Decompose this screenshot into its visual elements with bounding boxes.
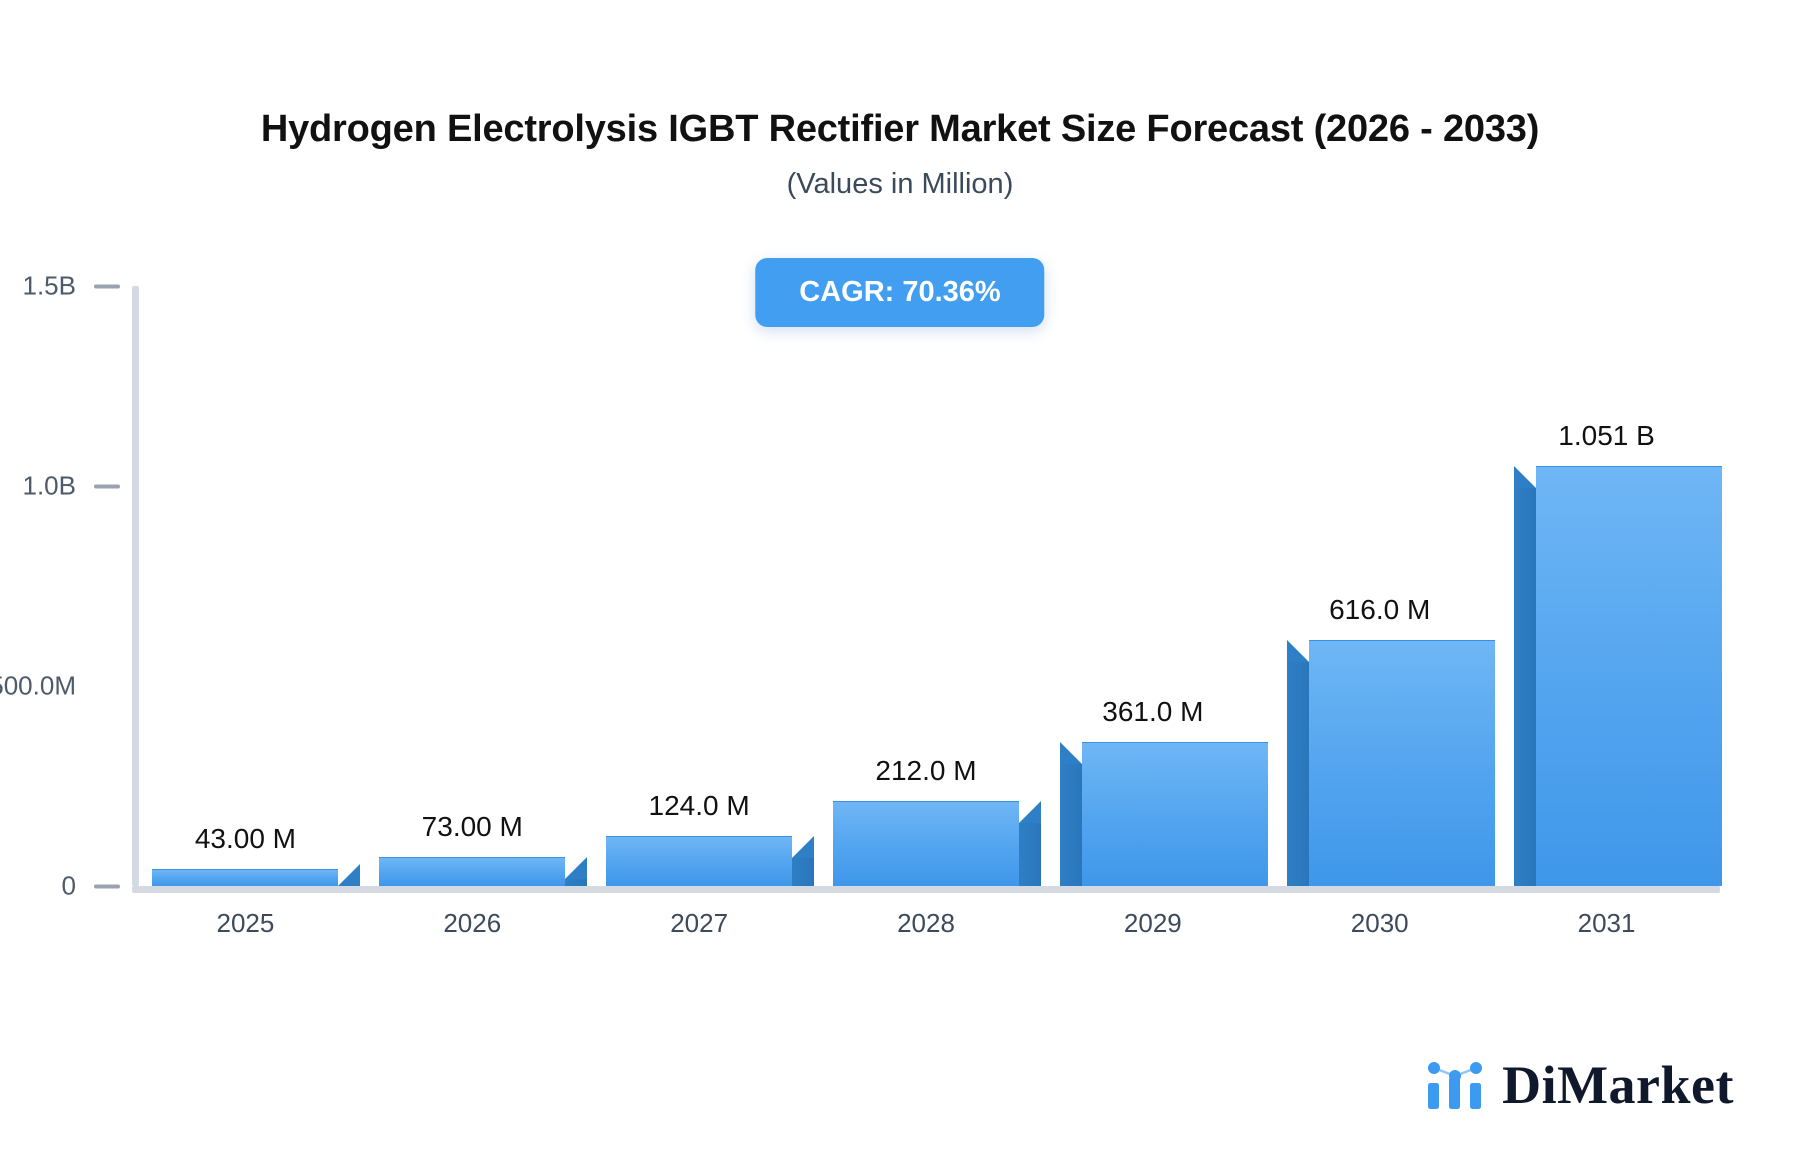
plot-area: 0 500.0M 1.0B 1.5B 43.00 M 73.00 M 124.0 M 212… [0,271,1722,938]
bar-column: 43.00 M [132,286,361,886]
bar-value-label: 43.00 M [194,822,296,854]
bar-chart-trend-icon [1428,1062,1483,1109]
bar-column: 124.0 M [586,286,815,886]
bar-face[interactable] [1308,639,1495,886]
bar-column: 212.0 M [813,286,1041,886]
bar-series: 43.00 M 73.00 M 124.0 M 212.0 M 361.0 M 616.0… [132,286,1722,886]
bar-value-label: 124.0 M [648,790,750,822]
bar-face[interactable] [606,836,793,886]
x-axis-label: 2031 [1577,908,1636,938]
bar-column: 361.0 M [1039,286,1268,886]
bar-side-cap [1513,465,1536,488]
bar-value-label: 361.0 M [1102,695,1204,727]
bar-side-cap [1018,801,1041,824]
bar-face[interactable] [379,856,566,886]
bar-face[interactable] [1081,741,1268,886]
brand-logo: DiMarket [1426,1054,1734,1116]
page-title: Hydrogen Electrolysis IGBT Rectifier Mar… [260,108,1540,150]
y-axis-tick: 500.0M [0,671,132,702]
bar-side-cap [338,864,361,886]
x-axis-label: 2026 [443,908,502,938]
bar-group[interactable]: 124.0 M [586,286,815,886]
x-axis-label: 2028 [897,908,955,938]
bar-side-panel [1286,661,1309,886]
y-axis-tick-label: 1.0B [22,470,77,501]
bar-side-panel [565,878,588,886]
bar-column: 1.051 B [1493,286,1722,886]
bar-side-panel [792,858,815,886]
bar-group[interactable]: 361.0 M [1039,286,1268,886]
y-axis-tick-mark [94,884,120,888]
bar-value-label: 616.0 M [1329,593,1431,625]
bar-column: 616.0 M [1266,286,1495,886]
bar-group[interactable]: 212.0 M [813,286,1041,886]
cagr-badge: CAGR: 70.36% [755,258,1045,327]
bar-side-cap [792,836,815,859]
y-axis-tick: 1.0B [23,471,133,502]
x-axis-line [132,886,1720,893]
bar-side-cap [565,856,588,879]
brand-name: DiMarket [1502,1055,1734,1115]
bar-value-label: 1.051 B [1558,419,1655,451]
bar-face[interactable] [152,868,339,886]
bar-side-cap [1059,741,1082,764]
bar-column: 73.00 M [359,286,588,886]
bar-side-panel [1513,487,1536,886]
x-axis-label: 2025 [216,908,275,938]
bar-value-label: 212.0 M [875,755,977,787]
x-axis-label: 2030 [1350,908,1409,938]
x-axis-label: 2029 [1123,908,1182,938]
y-axis-tick-mark [94,284,120,288]
bar-side-panel [1059,763,1082,886]
y-axis-tick-label: 0 [61,870,76,901]
bar-group[interactable]: 43.00 M [132,286,361,886]
bar-group[interactable]: 73.00 M [359,286,588,886]
x-axis-label: 2027 [670,908,729,938]
y-axis-tick-label: 500.0M [0,670,76,701]
bar-face[interactable] [832,801,1019,886]
y-axis-line [132,286,139,886]
bar-side-panel [1018,823,1041,886]
y-axis-tick: 1.5B [23,271,133,302]
bar-group[interactable]: 616.0 M [1266,286,1495,886]
y-axis-tick-label: 1.5B [22,270,77,301]
bar-value-label: 73.00 M [421,810,523,842]
y-axis-tick-mark [94,484,120,488]
y-axis-tick-mark [94,684,120,688]
bar-face[interactable] [1535,465,1722,886]
y-axis-tick: 0 [62,871,132,902]
chart-subtitle: (Values in Million) [786,168,1014,200]
bar-side-cap [1286,639,1309,662]
bar-group[interactable]: 1.051 B [1493,286,1722,886]
